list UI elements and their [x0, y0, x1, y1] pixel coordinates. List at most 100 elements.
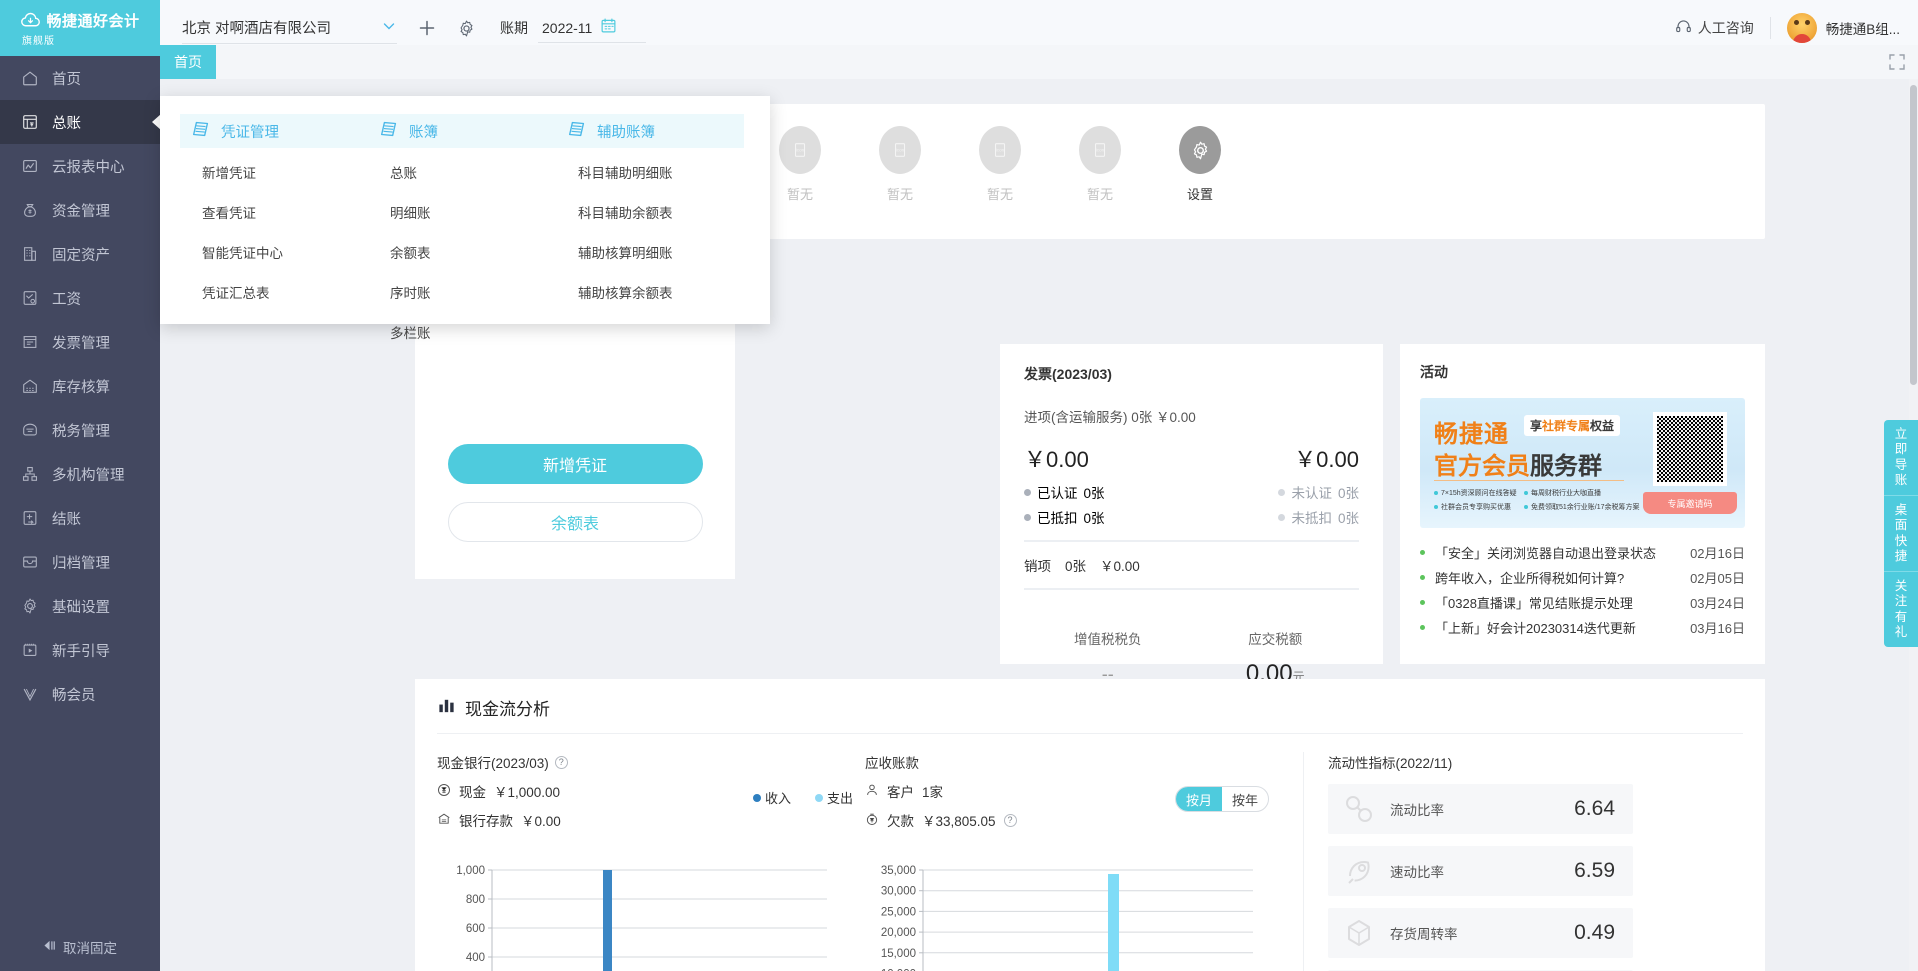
- cashflow-title: 现金流分析: [465, 700, 550, 719]
- menu-item-add-voucher[interactable]: 新增凭证: [202, 166, 256, 181]
- period-value: 2022-11: [542, 19, 593, 36]
- liquidity-row-current-ratio[interactable]: 流动比率 6.64: [1328, 784, 1633, 834]
- quick-action-empty-1[interactable]: icon 暂无: [750, 126, 850, 203]
- user-icon: [865, 783, 879, 800]
- gear-icon[interactable]: [457, 19, 476, 38]
- list-item[interactable]: 「0328直播课」常见结账提示处理 03月24日: [1420, 590, 1745, 615]
- brand-row: 畅捷通好会计: [20, 10, 139, 31]
- list-item[interactable]: 跨年收入，企业所得税如何计算? 02月05日: [1420, 565, 1745, 590]
- gear-icon: [1179, 126, 1221, 174]
- bar-income-cash: [603, 870, 612, 971]
- cashflow-bank-column: 现金银行(2023/03) ? 现金 ￥1,000.00 银行存款 ￥0.00: [437, 752, 857, 971]
- question-icon[interactable]: ?: [1003, 813, 1017, 827]
- sidebar-item-label: 云报表中心: [52, 159, 125, 176]
- avatar[interactable]: [1786, 13, 1817, 43]
- sidebar-item-salary[interactable]: 工资: [0, 276, 160, 320]
- chevron-down-icon[interactable]: [381, 18, 397, 37]
- sidebar-item-home[interactable]: 首页: [0, 56, 160, 100]
- quick-action-empty-4[interactable]: icon 暂无: [1050, 126, 1150, 203]
- rail-item-desktop-shortcut[interactable]: 桌面 快捷: [1884, 496, 1918, 572]
- headset-icon: [1675, 18, 1692, 38]
- sidebar-item-general-ledger[interactable]: 总账: [0, 100, 161, 144]
- sidebar-item-multi-org[interactable]: 多机构管理: [0, 452, 160, 496]
- company-selector[interactable]: 北京 对啊酒店有限公司: [182, 12, 397, 44]
- fullscreen-icon[interactable]: [1888, 53, 1906, 71]
- sidebar-item-inventory[interactable]: 库存核算: [0, 364, 160, 408]
- legend-income[interactable]: 收入: [752, 788, 791, 807]
- add-voucher-button[interactable]: 新增凭证: [447, 444, 703, 484]
- sidebar: 首页 总账 云报表中心 资金管理 固定资产 工资 发票管理 库存: [0, 56, 161, 971]
- period-picker[interactable]: 2022-11: [538, 13, 646, 43]
- legend-expense[interactable]: 支出: [814, 788, 853, 807]
- invoice-input-line: 进项(含运输服务) 0张 ￥0.00: [1024, 410, 1196, 425]
- activity-banner[interactable]: 畅捷通 享社群专属权益 官方会员服务群 7×15h资深顾问在线答疑 每周财税行业…: [1420, 398, 1745, 528]
- sidebar-item-fixed-asset[interactable]: 固定资产: [0, 232, 160, 276]
- menu-item-sequential-ledger[interactable]: 序时账: [390, 286, 431, 301]
- menu-item-subject-aux-detail[interactable]: 科目辅助明细账: [578, 166, 673, 181]
- menu-item-subject-aux-balance[interactable]: 科目辅助余额表: [578, 206, 673, 221]
- balance-sheet-button[interactable]: 余额表: [447, 502, 703, 542]
- menu-item-aux-account-detail[interactable]: 辅助核算明细账: [578, 246, 673, 261]
- quick-action-settings[interactable]: 设置: [1150, 126, 1250, 203]
- sidebar-item-tax[interactable]: 税务管理: [0, 408, 160, 452]
- receivable-subtitle: 应收账款: [865, 756, 919, 771]
- sidebar-pin-toggle[interactable]: 取消固定: [0, 923, 160, 971]
- banner-bullet-1: 7×15h资深顾问在线答疑: [1434, 488, 1517, 498]
- invoice-icon: [20, 333, 39, 352]
- sidebar-item-cloud-report[interactable]: 云报表中心: [0, 144, 160, 188]
- menu-item-multicolumn-ledger[interactable]: 多栏账: [390, 326, 431, 341]
- sidebar-item-invoice[interactable]: 发票管理: [0, 320, 160, 364]
- quick-action-empty-3[interactable]: icon 暂无: [950, 126, 1050, 203]
- menu-item-smart-voucher-center[interactable]: 智能凭证中心: [202, 246, 283, 261]
- tab-home[interactable]: 首页: [160, 45, 216, 79]
- quick-action-empty-2[interactable]: icon 暂无: [850, 126, 950, 203]
- banner-line2: 官方会员服务群: [1434, 453, 1602, 480]
- svg-text:800: 800: [466, 894, 485, 906]
- list-item[interactable]: 「上新」好会计20230314迭代更新 03月16日: [1420, 615, 1745, 640]
- menu-item-voucher-summary[interactable]: 凭证汇总表: [202, 286, 270, 301]
- rail-item-import-ledger[interactable]: 立即 导账: [1884, 420, 1918, 496]
- consult-button[interactable]: 人工咨询: [1675, 18, 1754, 38]
- mega-menu-header: 凭证管理: [180, 114, 368, 148]
- consult-label: 人工咨询: [1697, 20, 1754, 36]
- warehouse-icon: [20, 377, 39, 396]
- menu-item-view-voucher[interactable]: 查看凭证: [202, 206, 256, 221]
- chart-icon: [20, 157, 39, 176]
- svg-text:25,000: 25,000: [881, 906, 916, 918]
- archive-icon: [20, 553, 39, 572]
- user-name[interactable]: 畅捷通B组...: [1825, 22, 1900, 37]
- plus-icon[interactable]: [417, 18, 437, 38]
- svg-text:400: 400: [466, 952, 485, 964]
- liquidity-row-quick-ratio[interactable]: 速动比率 6.59: [1328, 846, 1633, 896]
- sidebar-item-fund[interactable]: 资金管理: [0, 188, 160, 232]
- scrollbar-thumb[interactable]: [1910, 85, 1917, 385]
- list-item[interactable]: 「安全」关闭浏览器自动退出登录状态 02月16日: [1420, 540, 1745, 565]
- svg-text:1,000: 1,000: [456, 865, 485, 877]
- menu-item-general-ledger[interactable]: 总账: [390, 166, 417, 181]
- sidebar-item-archive[interactable]: 归档管理: [0, 540, 160, 584]
- menu-item-detail-ledger[interactable]: 明细账: [390, 206, 431, 221]
- brand-name: 畅捷通好会计: [46, 12, 140, 30]
- calendar-icon[interactable]: [600, 17, 617, 39]
- activity-card-title: 活动: [1420, 364, 1448, 380]
- menu-item-aux-account-balance[interactable]: 辅助核算余额表: [578, 286, 673, 301]
- toggle-year[interactable]: 按年: [1231, 792, 1258, 808]
- question-icon[interactable]: ?: [554, 755, 568, 769]
- rail-item-follow-gift[interactable]: 关注 有礼: [1894, 579, 1908, 639]
- liquidity-row-inventory-turnover[interactable]: 存货周转率 0.49: [1328, 908, 1633, 958]
- bank-subtitle: 现金银行(2023/03) ?: [437, 752, 857, 772]
- toggle-month[interactable]: 按月: [1176, 787, 1222, 811]
- period-label: 账期: [500, 20, 528, 36]
- sidebar-item-closing[interactable]: 结账: [0, 496, 160, 540]
- cashflow-legend: 收入 支出: [752, 788, 853, 807]
- brand-logo-block[interactable]: 畅捷通好会计 旗舰版: [0, 0, 160, 56]
- voucher-icon: [190, 118, 212, 144]
- sidebar-item-basic-setting[interactable]: 基础设置: [0, 584, 160, 628]
- quick-action-label: 暂无: [886, 187, 913, 202]
- menu-item-balance-sheet[interactable]: 余额表: [390, 246, 431, 261]
- receivable-period-toggle[interactable]: 按月 按年: [1175, 786, 1269, 812]
- active-caret-icon: [152, 114, 161, 130]
- sidebar-item-member[interactable]: 畅会员: [0, 672, 160, 716]
- sidebar-item-guide[interactable]: 新手引导: [0, 628, 160, 672]
